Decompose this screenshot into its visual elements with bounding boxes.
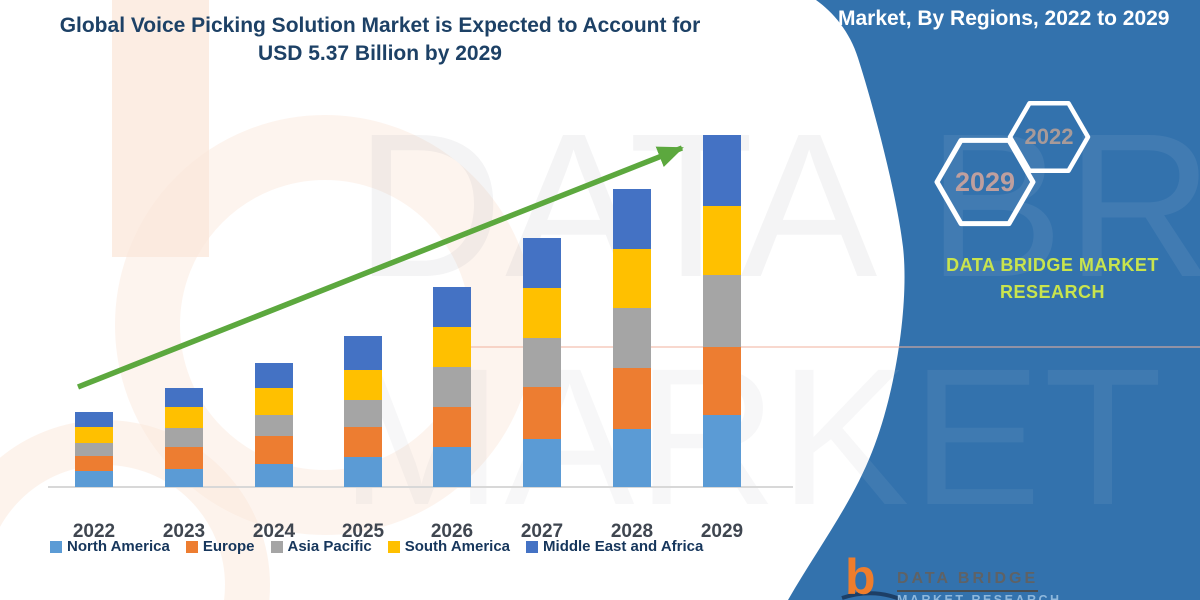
panel-header: Market, By Regions, 2022 to 2029 — [838, 7, 1170, 30]
legend-item: Middle East and Africa — [526, 538, 703, 555]
bar-segment-asia-pacific — [75, 443, 113, 457]
x-axis-label: 2024 — [252, 521, 296, 542]
bar-segment-middle-east-and-africa — [75, 412, 113, 428]
legend-item: North America — [50, 538, 170, 555]
x-axis-line — [48, 486, 793, 488]
bar-segment-asia-pacific — [523, 338, 561, 388]
bar-segment-south-america — [613, 249, 651, 309]
bar-segment-middle-east-and-africa — [255, 363, 293, 389]
bar-segment-south-america — [344, 369, 382, 400]
bar-segment-europe — [75, 456, 113, 471]
bar-segment-europe — [344, 426, 382, 457]
hexagon-2029-label: 2029 — [954, 167, 1016, 197]
legend-swatch — [387, 540, 400, 553]
bar-segment-europe — [523, 387, 561, 440]
databridge-logo-monogram: b — [845, 549, 876, 600]
legend-swatch — [50, 540, 62, 553]
bar-segment-middle-east-and-africa — [165, 388, 203, 408]
legend-swatch — [270, 540, 283, 553]
bar-segment-south-america — [433, 327, 471, 368]
bar-segment-europe — [613, 367, 651, 429]
legend-label: Middle East and Africa — [543, 538, 704, 555]
bar-segment-south-america — [255, 388, 293, 415]
legend-item: South America — [387, 538, 511, 555]
x-axis-label: 2027 — [520, 521, 564, 542]
bar-segment-asia-pacific — [344, 399, 382, 427]
bar-segment-south-america — [703, 206, 741, 275]
bar-segment-middle-east-and-africa — [433, 287, 471, 328]
legend-swatch — [185, 540, 198, 553]
databridge-logo-tagline: MARKET RESEARCH — [897, 593, 1062, 600]
x-axis-label: 2023 — [162, 521, 206, 542]
x-axis-label: 2029 — [700, 521, 744, 542]
bar-segment-europe — [703, 346, 741, 415]
databridge-logo-name: DATA BRIDGE — [897, 570, 1039, 592]
bar-segment-north-america — [75, 470, 113, 487]
bar-segment-middle-east-and-africa — [344, 335, 382, 370]
side-panel-shape — [788, 0, 1200, 600]
page-title-line2: USD 5.37 Billion by 2029 — [258, 42, 502, 65]
legend-label: Europe — [202, 538, 255, 555]
bar-segment-north-america — [344, 456, 382, 487]
bar-segment-asia-pacific — [255, 414, 293, 436]
bar-segment-north-america — [433, 447, 471, 487]
bar-segment-asia-pacific — [165, 428, 203, 447]
legend-label: Asia Pacific — [287, 538, 372, 555]
x-axis-label: 2026 — [430, 521, 474, 542]
x-axis-label: 2028 — [610, 521, 654, 542]
hexagon-2029 — [934, 137, 1036, 227]
legend-item: Europe — [185, 538, 255, 555]
brand-name-line1: DATA BRIDGE MARKET — [946, 255, 1159, 275]
logo-swoosh — [841, 591, 901, 600]
chart-legend: North America Europe Asia Pacific South Ame… — [50, 538, 703, 555]
bar-segment-north-america — [703, 414, 741, 487]
bar-segment-middle-east-and-africa — [613, 188, 651, 250]
bar-segment-europe — [255, 435, 293, 465]
bar-segment-north-america — [613, 428, 651, 487]
bar-segment-asia-pacific — [613, 308, 651, 368]
x-axis-label: 2025 — [341, 521, 385, 542]
bar-segment-north-america — [165, 469, 203, 487]
legend-label: South America — [404, 538, 511, 555]
bar-segment-asia-pacific — [703, 274, 741, 347]
bar-segment-north-america — [523, 439, 561, 487]
page-title: Global Voice Picking Solution Market is … — [30, 12, 730, 68]
page-title-line1: Global Voice Picking Solution Market is … — [59, 14, 701, 37]
decorative-pink-line — [455, 346, 1200, 348]
legend-item: Asia Pacific — [270, 538, 372, 555]
brand-name-text: DATA BRIDGE MARKET RESEARCH — [920, 252, 1185, 306]
bar-segment-asia-pacific — [433, 367, 471, 408]
bar-segment-europe — [433, 407, 471, 447]
bar-segment-europe — [165, 447, 203, 470]
bar-segment-south-america — [523, 288, 561, 339]
x-axis-label: 2022 — [72, 521, 116, 542]
bar-segment-middle-east-and-africa — [703, 135, 741, 207]
hexagon-2022-label: 2022 — [1024, 124, 1074, 149]
bar-segment-south-america — [165, 407, 203, 428]
bar-segment-north-america — [255, 464, 293, 487]
hexagon-2022 — [1007, 100, 1091, 174]
bar-segment-south-america — [75, 427, 113, 444]
brand-name-line2: RESEARCH — [999, 282, 1105, 302]
legend-swatch — [526, 540, 539, 553]
bar-segment-middle-east-and-africa — [523, 237, 561, 289]
legend-label: North America — [67, 538, 170, 555]
